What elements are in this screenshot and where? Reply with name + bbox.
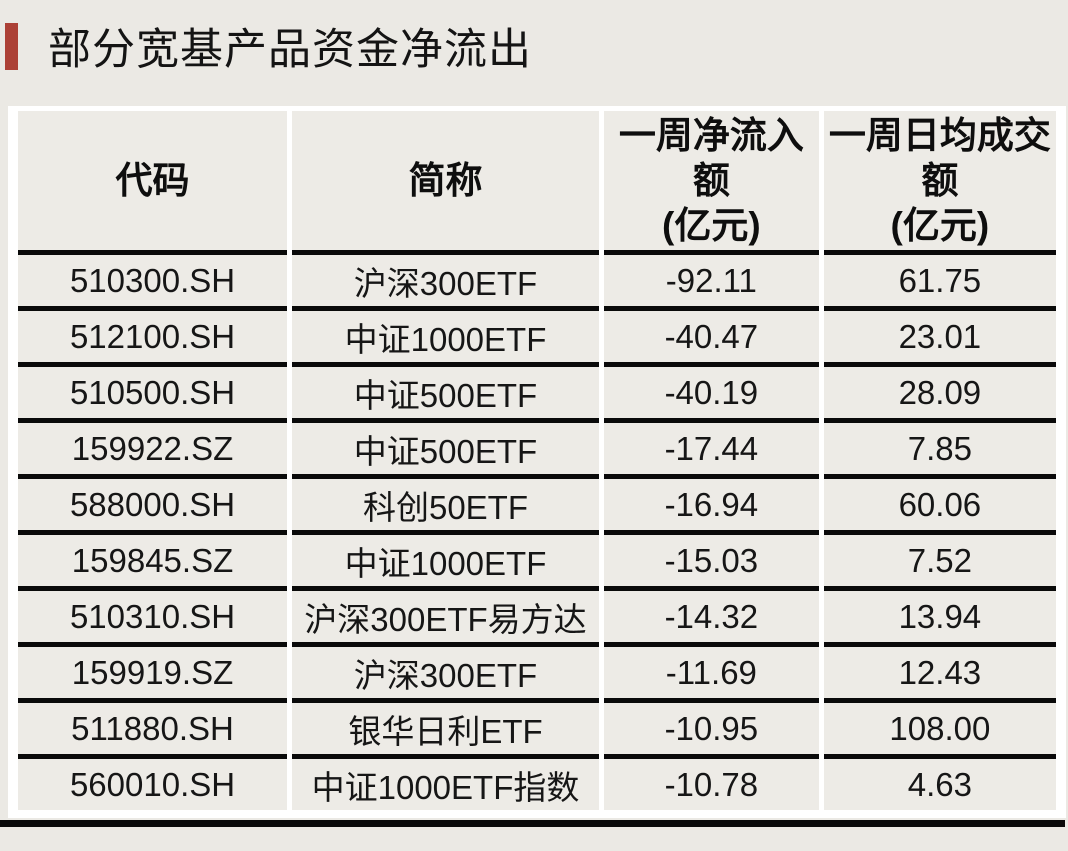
section-title: 部分宽基产品资金净流出 xyxy=(48,27,532,74)
fund-flow-table: 代码 简称 一周净流入 额 (亿元) 一周日均成交 额 (亿元) 510300.… xyxy=(13,111,1061,810)
table-row: 510300.SH 沪深300ETF -92.11 61.75 xyxy=(18,255,1056,311)
table-body: 510300.SH 沪深300ETF -92.11 61.75 512100.SH 中证1… xyxy=(18,255,1056,810)
table-row: 159922.SZ 中证500ETF -17.44 7.85 xyxy=(18,423,1056,479)
cell-weekly-avg-turnover: 108.00 xyxy=(823,703,1056,759)
col-header-weekly-avg-turnover: 一周日均成交 额 (亿元) xyxy=(823,111,1056,255)
cell-weekly-avg-turnover: 4.63 xyxy=(823,759,1056,810)
cell-weekly-net-inflow: -40.47 xyxy=(603,311,819,367)
cell-code: 511880.SH xyxy=(18,703,288,759)
cell-code: 159922.SZ xyxy=(18,423,288,479)
cell-weekly-net-inflow: -11.69 xyxy=(603,647,819,703)
cell-weekly-net-inflow: -14.32 xyxy=(603,591,819,647)
cell-code: 510500.SH xyxy=(18,367,288,423)
cell-short-name: 科创50ETF xyxy=(292,479,599,535)
section-header: 部分宽基产品资金净流出 xyxy=(5,22,1068,74)
table-row: 159845.SZ 中证1000ETF -15.03 7.52 xyxy=(18,535,1056,591)
cell-weekly-net-inflow: -10.78 xyxy=(603,759,819,810)
cell-weekly-net-inflow: -16.94 xyxy=(603,479,819,535)
cell-weekly-avg-turnover: 28.09 xyxy=(823,367,1056,423)
cell-weekly-avg-turnover: 60.06 xyxy=(823,479,1056,535)
cell-weekly-net-inflow: -17.44 xyxy=(603,423,819,479)
table-bottom-rule xyxy=(0,820,1065,827)
fund-flow-table-wrap: 代码 简称 一周净流入 额 (亿元) 一周日均成交 额 (亿元) 510300.… xyxy=(8,106,1066,818)
cell-short-name: 沪深300ETF xyxy=(292,255,599,311)
col-header-short-name: 简称 xyxy=(292,111,599,255)
table-row: 159919.SZ 沪深300ETF -11.69 12.43 xyxy=(18,647,1056,703)
cell-short-name: 中证500ETF xyxy=(292,367,599,423)
cell-short-name: 沪深300ETF xyxy=(292,647,599,703)
cell-code: 510310.SH xyxy=(18,591,288,647)
cell-weekly-avg-turnover: 13.94 xyxy=(823,591,1056,647)
cell-weekly-avg-turnover: 61.75 xyxy=(823,255,1056,311)
table-row: 511880.SH 银华日利ETF -10.95 108.00 xyxy=(18,703,1056,759)
title-accent-bar xyxy=(5,22,18,70)
cell-weekly-net-inflow: -40.19 xyxy=(603,367,819,423)
page: { "meta": { "background_color": "#ebe9e4… xyxy=(0,22,1068,851)
cell-short-name: 银华日利ETF xyxy=(292,703,599,759)
cell-weekly-avg-turnover: 12.43 xyxy=(823,647,1056,703)
col-header-weekly-net-inflow: 一周净流入 额 (亿元) xyxy=(603,111,819,255)
cell-code: 510300.SH xyxy=(18,255,288,311)
table-row: 510500.SH 中证500ETF -40.19 28.09 xyxy=(18,367,1056,423)
cell-weekly-avg-turnover: 7.52 xyxy=(823,535,1056,591)
cell-code: 159919.SZ xyxy=(18,647,288,703)
cell-code: 588000.SH xyxy=(18,479,288,535)
cell-weekly-net-inflow: -15.03 xyxy=(603,535,819,591)
table-row: 512100.SH 中证1000ETF -40.47 23.01 xyxy=(18,311,1056,367)
cell-code: 159845.SZ xyxy=(18,535,288,591)
col-header-code: 代码 xyxy=(18,111,288,255)
cell-weekly-avg-turnover: 23.01 xyxy=(823,311,1056,367)
cell-code: 560010.SH xyxy=(18,759,288,810)
cell-code: 512100.SH xyxy=(18,311,288,367)
cell-short-name: 中证1000ETF xyxy=(292,535,599,591)
table-row: 588000.SH 科创50ETF -16.94 60.06 xyxy=(18,479,1056,535)
header-row: 代码 简称 一周净流入 额 (亿元) 一周日均成交 额 (亿元) xyxy=(18,111,1056,255)
cell-short-name: 沪深300ETF易方达 xyxy=(292,591,599,647)
cell-short-name: 中证1000ETF指数 xyxy=(292,759,599,810)
cell-weekly-net-inflow: -92.11 xyxy=(603,255,819,311)
table-head: 代码 简称 一周净流入 额 (亿元) 一周日均成交 额 (亿元) xyxy=(18,111,1056,255)
cell-weekly-net-inflow: -10.95 xyxy=(603,703,819,759)
cell-short-name: 中证1000ETF xyxy=(292,311,599,367)
cell-weekly-avg-turnover: 7.85 xyxy=(823,423,1056,479)
cell-short-name: 中证500ETF xyxy=(292,423,599,479)
table-row: 510310.SH 沪深300ETF易方达 -14.32 13.94 xyxy=(18,591,1056,647)
table-row: 560010.SH 中证1000ETF指数 -10.78 4.63 xyxy=(18,759,1056,810)
